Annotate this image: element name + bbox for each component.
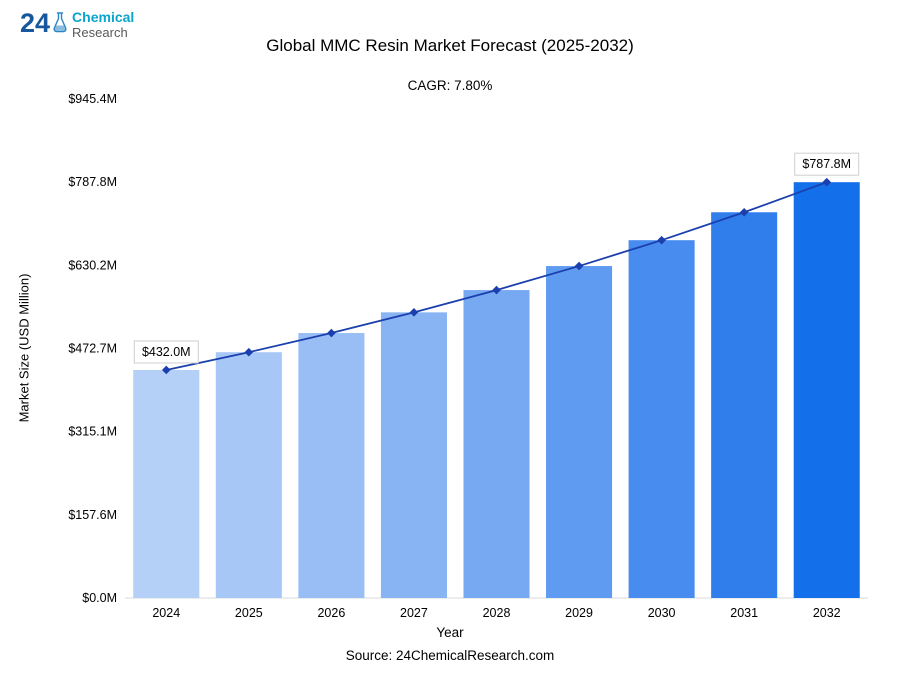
x-tick-label: 2031: [730, 606, 758, 620]
marker-2024: [161, 365, 171, 375]
chart-subtitle: CAGR: 7.80%: [407, 78, 493, 93]
logo-number: 24: [20, 8, 51, 38]
x-tick-label: 2027: [400, 606, 428, 620]
y-tick-label: $787.8M: [68, 175, 117, 189]
logo-chemical-label: Chemical: [72, 9, 135, 25]
annotation-box: [133, 340, 199, 364]
bar-2029: [546, 266, 613, 598]
y-tick-label: $630.2M: [68, 258, 117, 272]
bar-2027: [380, 312, 447, 598]
y-tick-label: $472.7M: [68, 342, 117, 356]
annotation-label: $787.8M: [802, 157, 851, 171]
marker-2026: [327, 328, 336, 338]
source-text: Source: 24ChemicalResearch.com: [345, 648, 555, 663]
marker-2029: [574, 261, 584, 271]
bar-2025: [215, 352, 282, 598]
marker-2027: [409, 308, 419, 317]
marker-2030: [657, 235, 666, 245]
x-tick-label: 2032: [813, 606, 841, 620]
x-tick-label: 2028: [483, 606, 511, 620]
y-tick-label: $945.4M: [68, 92, 117, 106]
marker-2032: [822, 177, 832, 187]
x-tick-label: 2030: [648, 606, 676, 620]
x-tick-label: 2024: [152, 606, 180, 620]
x-tick-label: 2026: [317, 606, 345, 620]
bar-2031: [711, 212, 778, 598]
logo-research-label: Research: [72, 25, 128, 40]
marker-2028: [492, 285, 501, 295]
x-axis-label: Year: [436, 625, 464, 640]
chart-title: Global MMC Resin Market Forecast (2025-2…: [266, 36, 634, 55]
x-tick-label: 2025: [235, 606, 263, 620]
y-tick-label: $0.0M: [82, 591, 117, 605]
company-logo: 24 Chemical Research: [20, 8, 134, 40]
x-tick-label: 2029: [565, 606, 593, 620]
y-tick-label: $157.6M: [68, 508, 117, 522]
annotation-label: $432.0M: [142, 345, 191, 359]
marker-2031: [739, 207, 749, 217]
flask-icon: [53, 12, 67, 33]
bar-2024: [133, 369, 200, 598]
annotation-box: [794, 152, 860, 176]
bar-2032: [793, 182, 860, 598]
bar-2026: [298, 333, 365, 598]
bar-2028: [463, 290, 530, 598]
marker-2025: [244, 347, 254, 357]
logo-text: Chemical Research: [72, 9, 135, 41]
bar-2030: [628, 240, 695, 598]
y-tick-label: $315.1M: [68, 425, 117, 439]
